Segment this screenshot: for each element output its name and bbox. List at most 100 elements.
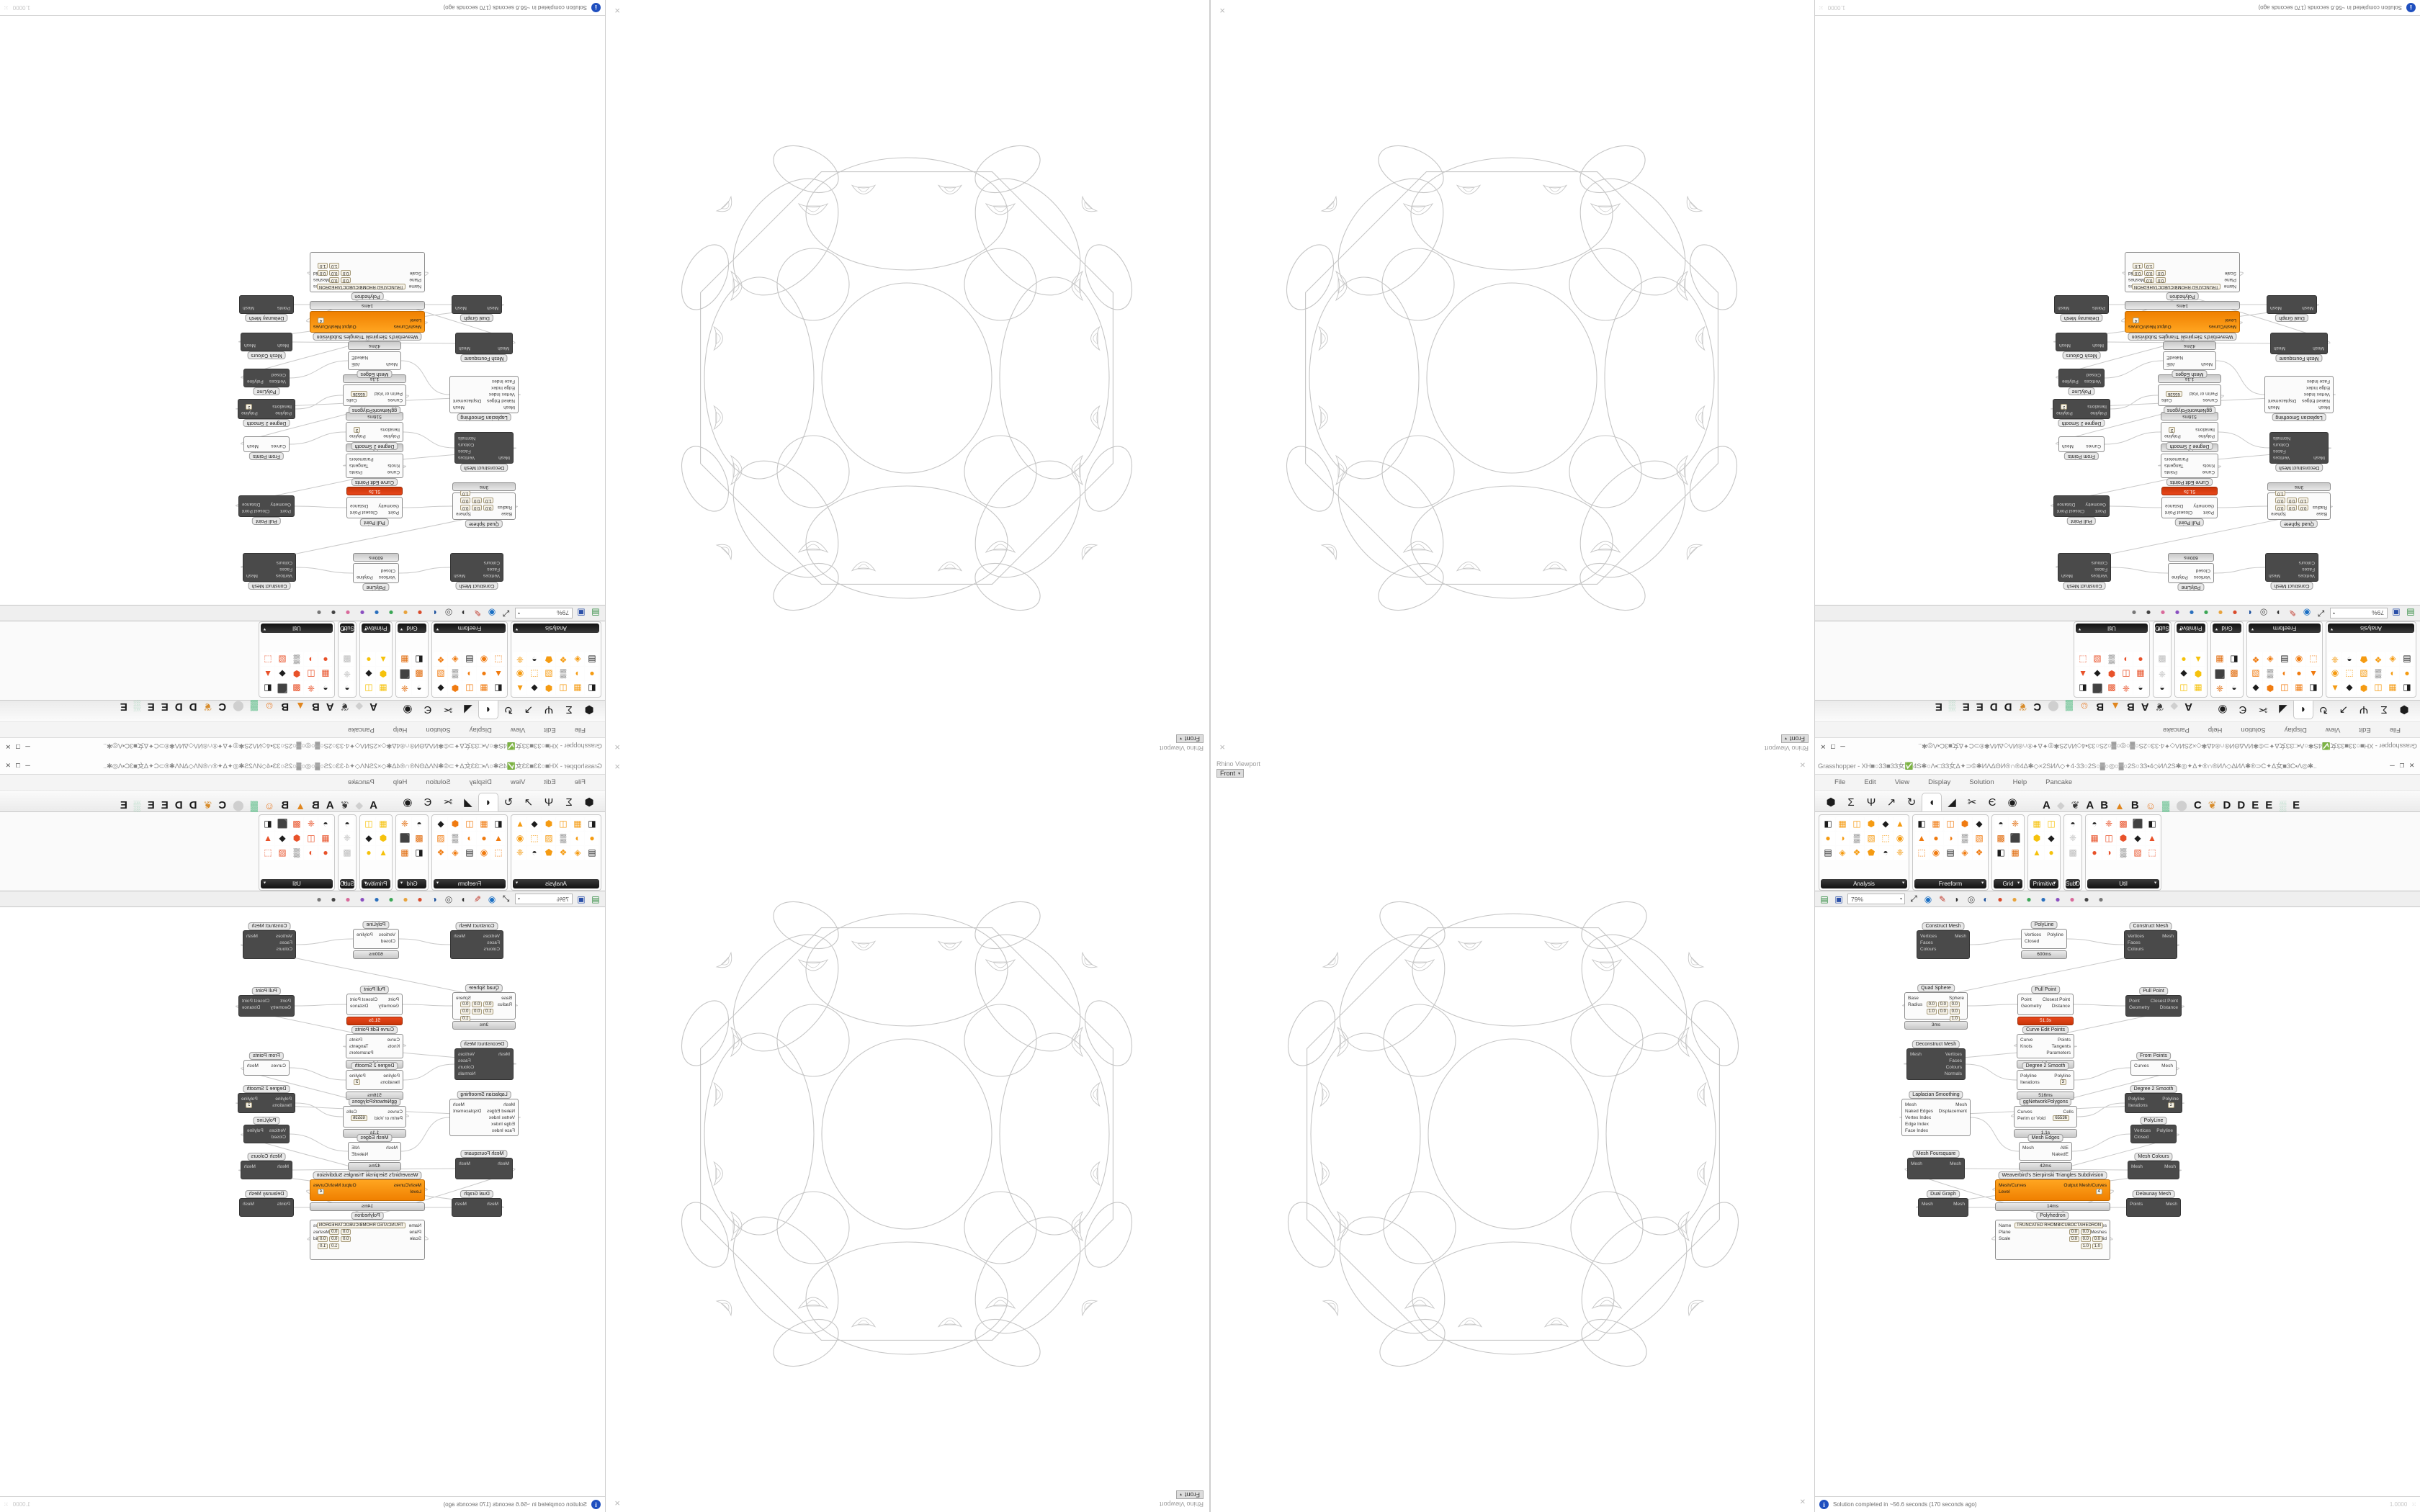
new-file-icon[interactable]: ▤ [591,608,600,618]
ribbon-group-label[interactable]: Grid ⯆ [1994,879,2022,888]
component-delaunay-mesh[interactable]: Points Mesh [2126,1198,2181,1217]
input-port-2[interactable]: Scale [1999,1236,2011,1241]
ribbon-icon[interactable]: ◫ [2277,681,2292,696]
component-from-points[interactable]: Curves Mesh [2058,436,2105,452]
zoom-extents-icon[interactable]: ⤢ [1910,894,1917,904]
input-port-0[interactable]: Name [408,284,421,289]
output-port-0[interactable]: Output Mesh/Curves [2128,324,2172,329]
ribbon-icon[interactable]: ◫ [1850,816,1864,831]
output-port-0[interactable]: Polyline [2056,410,2073,415]
component-degree-2-smooth[interactable]: Polyline Iterations Polyline 3 [2161,422,2218,442]
component-param-6[interactable]: 1.0 [318,1243,328,1249]
input-port-1[interactable]: Naked Edges [2301,398,2330,403]
menu-item-edit[interactable]: Edit [544,726,556,734]
ribbon-group-subd[interactable]: ◓ ❈ ▩ SubD ⯆ [2153,621,2172,698]
component-param-3[interactable]: 0.0 [318,1236,328,1242]
ribbon-icon[interactable]: ● [2400,667,2414,681]
component-param-3[interactable]: 0.0 [2275,498,2286,503]
input-port-0[interactable]: Vertices [269,1128,286,1133]
ribbon-icon[interactable]: ❈ [398,681,412,696]
input-port-0[interactable]: Mesh [2201,361,2213,366]
output-port-0[interactable]: Cells [346,1110,357,1115]
ribbon-group-label[interactable]: Util ⯆ [2076,624,2148,633]
component-param-3[interactable]: 0.0 [318,270,328,276]
ribbon-group-subd[interactable]: ◓ ❈ ▩ SubD ⯆ [338,814,357,891]
component-polyhedron[interactable]: NamePlaneScaleCurvesMeshesSolidTRUNCATED… [2125,252,2240,292]
cluster-icon[interactable]: ◎ [2259,608,2268,618]
ribbon-icon[interactable]: ▧ [1864,831,1878,845]
component-param-5[interactable]: 1.0 [1926,1009,1937,1014]
component-param-1[interactable]: 0.0 [329,1229,340,1235]
output-port-0[interactable]: Polyline [2062,379,2079,384]
ribbon-group-grid[interactable]: ◓ ❈ ▩ ⬛ ◧ ▦ Grid ⯆ [1991,814,2025,891]
output-port-0[interactable]: Polyline [241,1097,258,1102]
ribbon-icon[interactable]: ◫ [1943,816,1958,831]
canvas-toolbar[interactable]: ▤ ▣ 79% ▾ ⤢ ◉ ✎ ◗ ◎ ◐ ● ● ● ● ● ● ● ● [1815,605,2420,621]
tab-letter-12[interactable]: D [2004,701,2012,713]
ribbon-icon[interactable]: ▲ [491,831,506,845]
component-from-points[interactable]: Curves Mesh [2130,1060,2177,1076]
component-delaunay-mesh[interactable]: Points Mesh [2054,295,2109,314]
component-curve-edit-points[interactable]: Curve Knots Points Tangents Parameters [346,1034,403,1058]
output-port-1[interactable]: Faces [458,1058,471,1063]
component-pull-point[interactable]: Point Geometry Closest Point Distance [2161,497,2218,518]
output-port-1[interactable]: Displacement [453,1109,482,1114]
input-port-0[interactable]: Vertices [275,934,292,939]
ribbon-icon[interactable]: ◓ [2133,681,2148,696]
ribbon-icon[interactable]: ▩ [1994,831,2008,845]
ribbon-icon[interactable]: ❈ [304,681,318,696]
tab-letter-15[interactable]: E [147,799,155,811]
input-port-0[interactable]: Vertices [1920,934,1937,939]
output-port-0[interactable]: Closest Point [2057,508,2085,513]
output-port-0[interactable]: Polyline [357,932,373,937]
ribbon-icon[interactable]: ▤ [1821,845,1835,860]
output-port-1[interactable]: Distance [350,1004,369,1009]
input-port-0[interactable]: Mesh [2092,343,2104,348]
tab-letter-0[interactable]: A [2043,799,2051,811]
input-port-1[interactable]: Geometry [2193,503,2214,508]
input-port-0[interactable]: Points [2092,305,2105,310]
tab-letter-0[interactable]: A [369,701,377,713]
tab-letter-6[interactable]: B [2130,799,2139,811]
input-port-2[interactable]: Scale [2224,271,2236,276]
rhino-viewport-column-left[interactable]: Rhino Viewport Front ▾ ✕ ✕ Rhino Viewport Fro… [605,0,1210,1512]
tab-letter-16[interactable]: ░ [133,799,141,811]
output-port-0[interactable]: Points [349,469,363,474]
ribbon-icon[interactable]: ⬢ [542,681,556,696]
tab-glyph-1[interactable]: Σ [565,703,573,716]
input-port-0[interactable]: Curves [2086,444,2101,449]
component-quad-sphere[interactable]: Base Radius Sphere 0.0 0.0 0.0 0.0 0.0 1.0 1.0 [2267,490,2331,520]
input-port-1[interactable]: Knots [2202,463,2215,468]
output-port-1[interactable]: Displacement [1938,1109,1967,1114]
ribbon-icon[interactable]: ◈ [1958,845,1972,860]
window-title-bar[interactable]: Grasshopper - XH■○3З■3З女✅4S✱○Λ▪□3З女Δ✦⊃©✱… [1815,737,2420,756]
ribbon-icon[interactable]: ◈ [448,652,462,667]
ribbon-group-label[interactable]: Primitive ⯆ [362,879,390,888]
ribbon-group-util[interactable]: ◓ ❈ ▩ ⬛ ◧ ▦ ◫ ⬢ ◆ ▲ ● ◑ ▒ ▧ ⬚ Util ⯆ [2074,621,2150,698]
input-port-0[interactable]: Mesh/Curves [393,324,421,329]
ribbon-icon[interactable]: ◑ [304,652,318,667]
component-construct-mesh[interactable]: Vertices Faces Colours Mesh [2265,553,2318,582]
cluster-icon[interactable]: ◎ [1967,894,1976,904]
ribbon-icon[interactable]: ● [585,667,599,681]
ribbon-icon[interactable]: ▲ [2306,667,2321,681]
component-mesh-colours[interactable]: Mesh Mesh [2128,1161,2179,1179]
input-port-0[interactable]: Curves [271,1063,286,1068]
component-param-4[interactable]: 0.0 [2287,498,2298,503]
tab-letter-4[interactable]: B [2100,799,2109,811]
component-param-2[interactable]: 0.0 [2156,277,2166,283]
input-port-2[interactable]: Vertex Index [2303,392,2330,397]
menu-item-display[interactable]: Display [1928,778,1951,786]
input-port-1[interactable]: Closed [2134,1135,2149,1140]
tab-glyph-5[interactable]: ◖ [478,701,498,719]
component-polyline[interactable]: Vertices Closed Polyline [243,369,290,387]
component-param-0[interactable]: TRUNCATED RHOMBICUBOCTAHEDRON [316,284,405,289]
ribbon-icon[interactable]: ⬚ [2342,667,2357,681]
tab-letter-1[interactable]: ◆ [355,701,364,713]
ribbon-icon[interactable]: ⬛ [2130,816,2145,831]
ribbon-icon[interactable]: ● [2292,667,2306,681]
output-port-0[interactable]: Polyline [349,1074,366,1079]
ribbon-icon[interactable]: ▦ [2087,831,2102,845]
component-degree-2-smooth[interactable]: Polyline Iterations Polyline 2 [2125,1093,2182,1113]
output-port-0[interactable]: AllE [2166,361,2175,366]
